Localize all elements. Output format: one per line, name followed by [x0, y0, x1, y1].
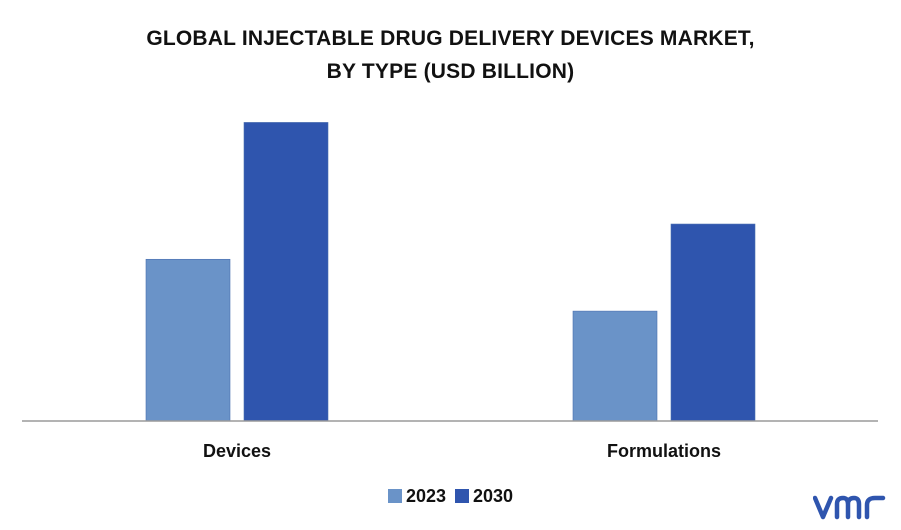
legend-item-2030: 2030 [455, 484, 513, 508]
bar-devices-2023 [145, 258, 231, 422]
bar-formulations-2030 [670, 223, 756, 422]
logo-v-shape [813, 495, 834, 520]
legend-swatch-2030 [455, 489, 469, 503]
bars-group [145, 122, 756, 422]
x-tick-labels: Devices Formulations [203, 441, 721, 461]
logo-m-shape [834, 495, 862, 520]
x-tick-label-formulations: Formulations [607, 441, 721, 461]
bar-devices-2030 [243, 122, 329, 422]
legend: 2023 2030 [0, 484, 901, 509]
legend-label-2030: 2030 [473, 486, 514, 506]
chart-title-line-2: BY TYPE (USD BILLION) [326, 60, 575, 83]
vmr-logo-icon [813, 495, 886, 520]
bar-formulations-2023 [572, 310, 658, 422]
x-tick-label-devices: Devices [203, 441, 271, 461]
legend-item-2023: 2023 [387, 484, 446, 508]
chart-title: GLOBAL INJECTABLE DRUG DELIVERY DEVICES … [0, 22, 901, 88]
logo-r-shape [864, 495, 886, 520]
chart-title-line-1: GLOBAL INJECTABLE DRUG DELIVERY DEVICES … [146, 27, 755, 50]
legend-label-2023: 2023 [405, 486, 446, 506]
legend-swatch-2023 [387, 489, 402, 503]
